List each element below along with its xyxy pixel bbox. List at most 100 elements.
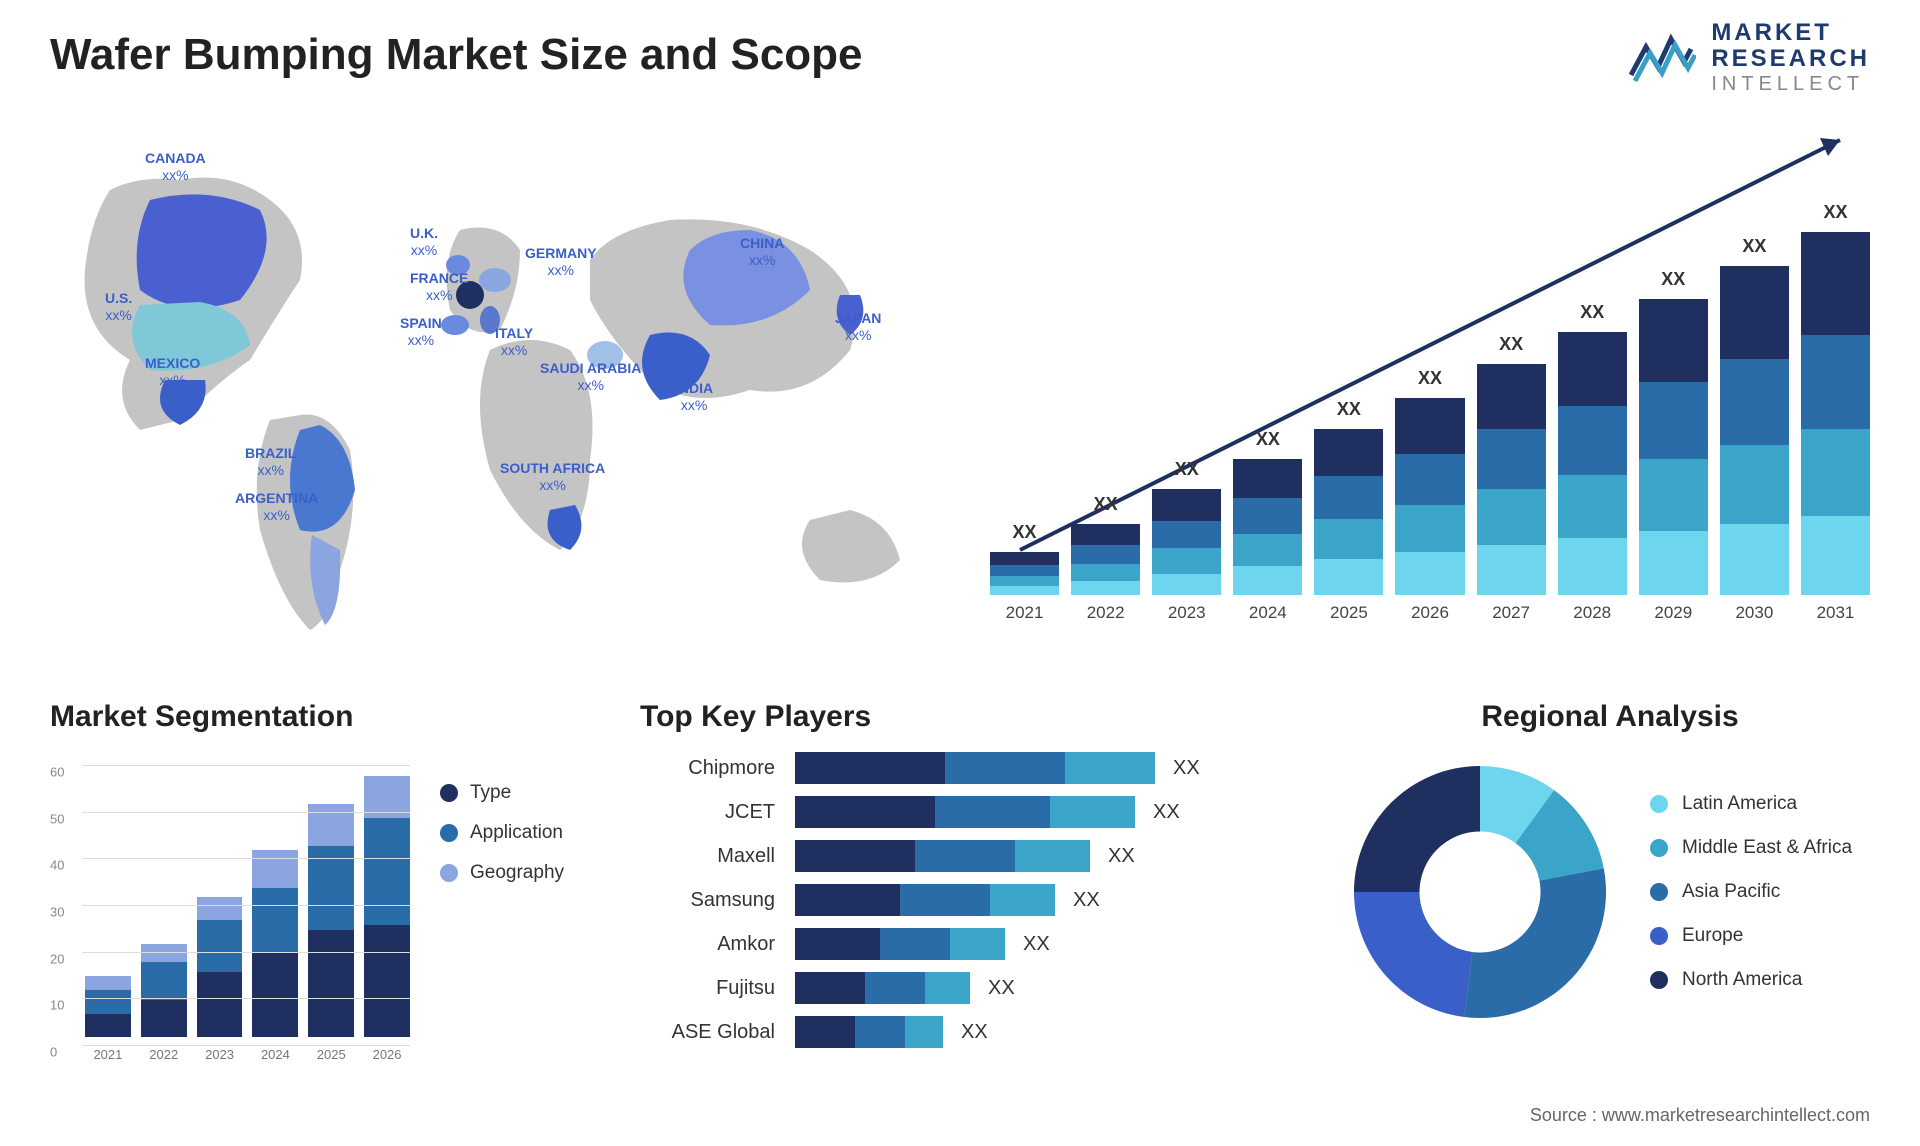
key-player-value: XX: [1073, 889, 1100, 912]
growth-bar-label: XX: [1477, 334, 1546, 355]
key-player-name: JCET: [640, 801, 795, 824]
map-label: MEXICOxx%: [145, 355, 200, 389]
legend-item: Asia Pacific: [1650, 881, 1852, 903]
growth-bar: XX2026: [1395, 398, 1464, 595]
key-player-bar: [795, 1016, 943, 1048]
world-map-svg: [50, 130, 930, 650]
world-map: CANADAxx%U.S.xx%MEXICOxx%BRAZILxx%ARGENT…: [50, 130, 930, 650]
growth-bar: XX2024: [1233, 459, 1302, 595]
key-players-chart: Chipmore XX JCET XX Maxell XX Samsung XX Amkor XX…: [640, 752, 1310, 1048]
growth-year-label: 2023: [1152, 603, 1221, 623]
page-title: Wafer Bumping Market Size and Scope: [50, 30, 863, 80]
growth-bar-label: XX: [1071, 494, 1140, 515]
growth-year-label: 2028: [1558, 603, 1627, 623]
grid-line: [82, 858, 410, 859]
map-label: CHINAxx%: [740, 235, 784, 269]
grid-line: [82, 998, 410, 999]
regional-title: Regional Analysis: [1340, 700, 1880, 734]
growth-year-label: 2021: [990, 603, 1059, 623]
y-tick: 50: [50, 811, 64, 826]
segmentation-section: Market Segmentation 20212022202320242025…: [50, 700, 610, 1062]
logo-line2: RESEARCH: [1711, 46, 1870, 72]
growth-bar: XX2031: [1801, 232, 1870, 595]
key-player-row: Maxell XX: [640, 840, 1310, 872]
growth-year-label: 2031: [1801, 603, 1870, 623]
key-player-row: Chipmore XX: [640, 752, 1310, 784]
growth-bar-label: XX: [1233, 429, 1302, 450]
regional-section: Regional Analysis Latin America Middle Ea…: [1340, 700, 1880, 1032]
donut-slice: [1354, 892, 1472, 1017]
key-player-row: ASE GlobalXX: [640, 1016, 1310, 1048]
growth-bar: XX2021: [990, 552, 1059, 595]
key-player-value: XX: [1023, 933, 1050, 956]
growth-year-label: 2029: [1639, 603, 1708, 623]
segmentation-x-label: 2023: [197, 1047, 243, 1062]
legend-item: Application: [440, 822, 564, 844]
regional-legend: Latin America Middle East & Africa Asia Pa…: [1650, 793, 1852, 991]
growth-bar: XX2028: [1558, 332, 1627, 595]
growth-chart: XX2021XX2022XX2023XX2024XX2025XX2026XX20…: [990, 130, 1870, 630]
legend-item: Latin America: [1650, 793, 1852, 815]
growth-year-label: 2025: [1314, 603, 1383, 623]
legend-item: Europe: [1650, 925, 1852, 947]
map-label: JAPANxx%: [835, 310, 881, 344]
map-label: BRAZILxx%: [245, 445, 296, 479]
regional-donut: [1340, 752, 1620, 1032]
grid-line: [82, 905, 410, 906]
segmentation-bar: [308, 804, 354, 1037]
segmentation-bar: [85, 976, 131, 1037]
growth-bar-label: XX: [1639, 269, 1708, 290]
key-player-value: XX: [1108, 845, 1135, 868]
key-player-value: XX: [961, 1021, 988, 1044]
y-tick: 40: [50, 858, 64, 873]
key-player-row: Amkor XX: [640, 928, 1310, 960]
growth-bar-label: XX: [1395, 368, 1464, 389]
key-player-row: Fujitsu XX: [640, 972, 1310, 1004]
segmentation-x-label: 2025: [308, 1047, 354, 1062]
key-player-name: Samsung: [640, 889, 795, 912]
map-label: U.K.xx%: [410, 225, 438, 259]
key-player-bar: [795, 928, 1005, 960]
growth-bar-label: XX: [1720, 236, 1789, 257]
key-player-bar: [795, 840, 1090, 872]
segmentation-x-label: 2021: [85, 1047, 131, 1062]
grid-line: [82, 812, 410, 813]
segmentation-chart: 202120222023202420252026 0102030405060: [50, 752, 410, 1062]
key-player-name: Maxell: [640, 845, 795, 868]
key-player-bar: [795, 884, 1055, 916]
key-player-name: Fujitsu: [640, 977, 795, 1000]
key-player-value: XX: [1173, 757, 1200, 780]
map-label: FRANCExx%: [410, 270, 468, 304]
segmentation-bar: [197, 897, 243, 1037]
key-player-value: XX: [988, 977, 1015, 1000]
key-players-section: Top Key Players ChipmoreXXJCETXXMaxellXX…: [640, 700, 1310, 1048]
growth-bar: XX2029: [1639, 299, 1708, 595]
logo-icon: [1626, 27, 1696, 87]
growth-year-label: 2026: [1395, 603, 1464, 623]
segmentation-bar: [252, 850, 298, 1037]
key-player-name: Chipmore: [640, 757, 795, 780]
growth-bar: XX2030: [1720, 266, 1789, 595]
y-tick: 0: [50, 1045, 57, 1060]
growth-year-label: 2024: [1233, 603, 1302, 623]
map-label: INDIAxx%: [675, 380, 713, 414]
key-player-row: Samsung XX: [640, 884, 1310, 916]
segmentation-x-label: 2022: [141, 1047, 187, 1062]
segmentation-legend: TypeApplicationGeography: [440, 752, 564, 1062]
key-player-name: Amkor: [640, 933, 795, 956]
growth-year-label: 2022: [1071, 603, 1140, 623]
growth-bar-label: XX: [1152, 459, 1221, 480]
growth-bar: XX2023: [1152, 489, 1221, 595]
legend-item: Middle East & Africa: [1650, 837, 1852, 859]
y-tick: 20: [50, 951, 64, 966]
key-player-bar: [795, 972, 970, 1004]
logo-line3: INTELLECT: [1711, 73, 1870, 95]
segmentation-x-label: 2024: [252, 1047, 298, 1062]
donut-slice: [1354, 766, 1480, 892]
map-label: ITALYxx%: [495, 325, 533, 359]
grid-line: [82, 1045, 410, 1046]
legend-item: Geography: [440, 862, 564, 884]
map-label: U.S.xx%: [105, 290, 132, 324]
logo-line1: MARKET: [1711, 20, 1870, 46]
key-player-value: XX: [1153, 801, 1180, 824]
